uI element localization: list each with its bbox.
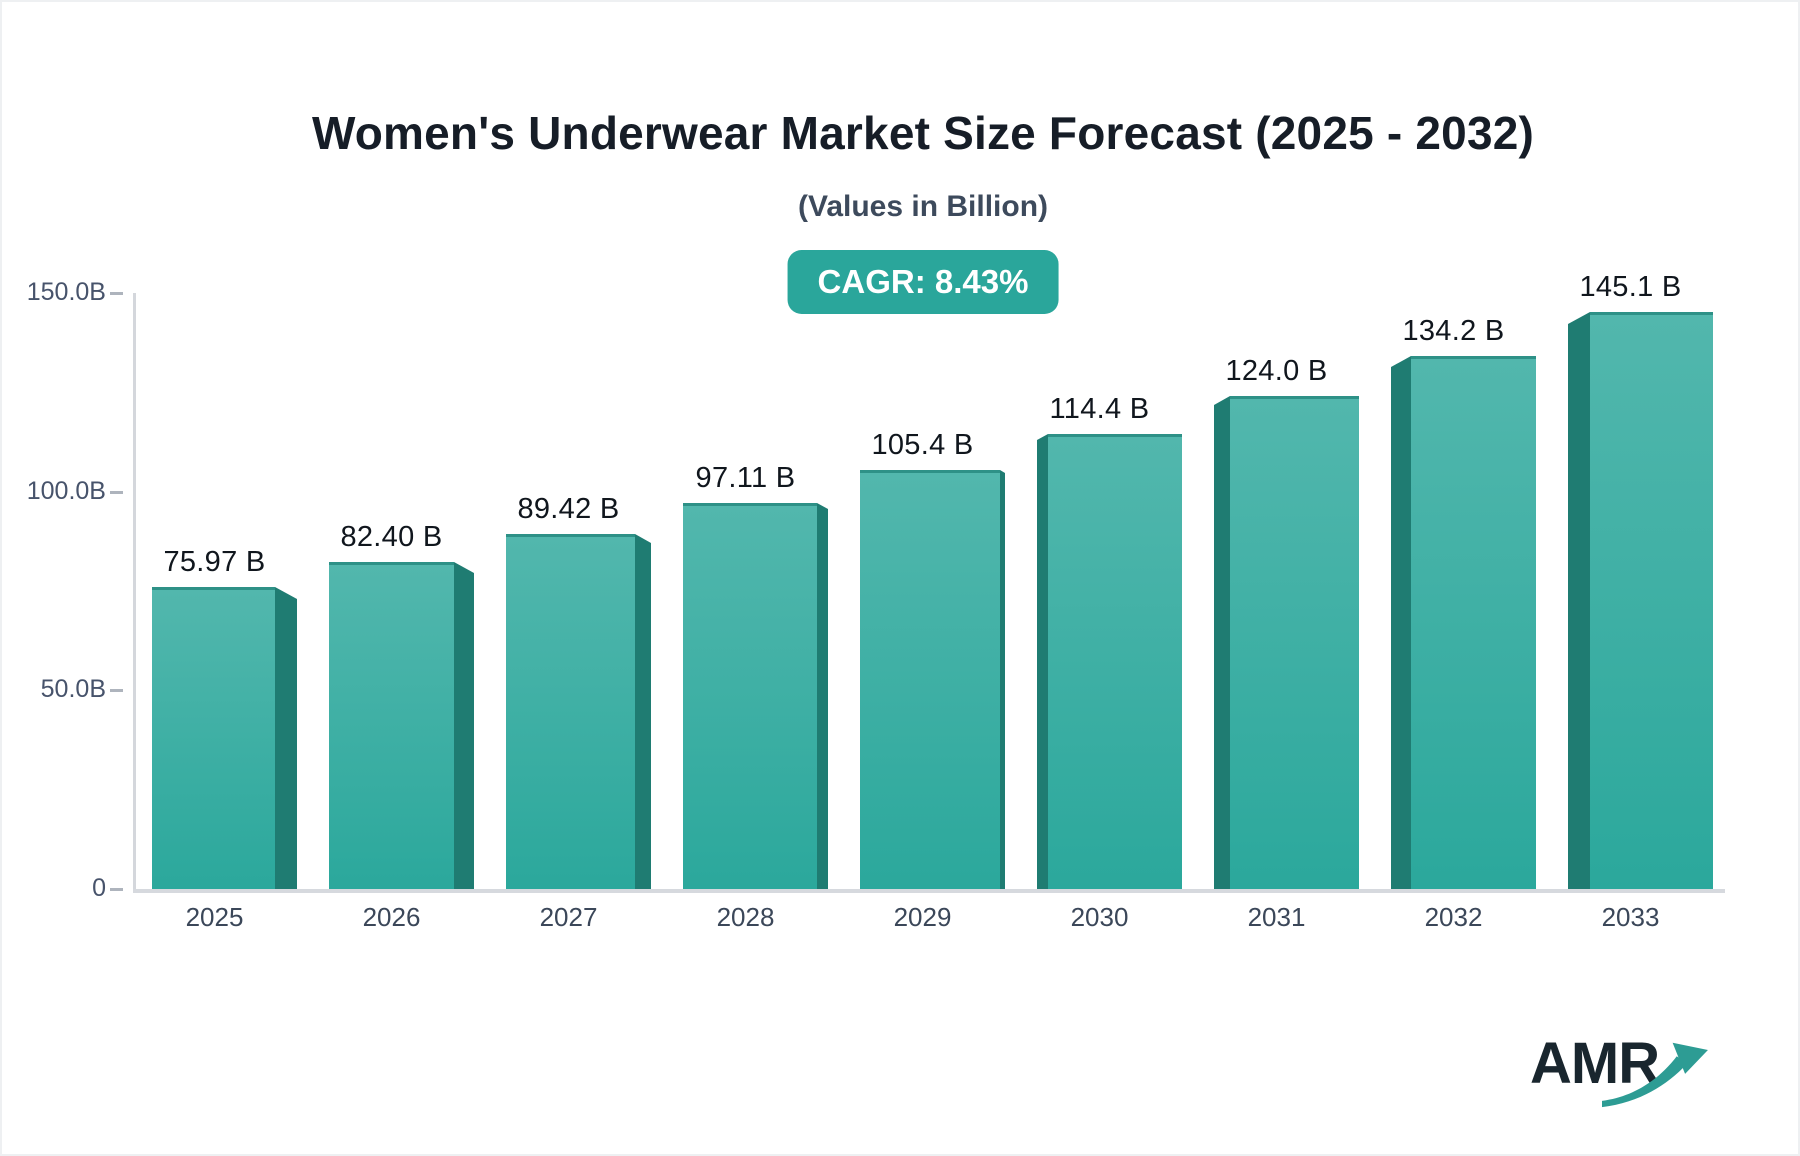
bar-face	[1048, 434, 1182, 889]
x-axis-line	[133, 889, 1725, 893]
bar-value-label: 89.42 B	[517, 493, 620, 525]
y-tick-mark	[110, 888, 123, 891]
chart-title: Women's Underwear Market Size Forecast (…	[311, 107, 1535, 159]
bar-face	[1230, 396, 1359, 889]
bar-2030	[1037, 434, 1182, 889]
y-tick-label: 0	[92, 874, 106, 902]
bar-value-label: 114.4 B	[1049, 393, 1150, 425]
bar-value-label: 145.1 B	[1579, 271, 1682, 303]
bar-face	[1411, 356, 1536, 889]
bar-face	[329, 562, 454, 889]
bar-value-label: 124.0 B	[1225, 355, 1328, 387]
bar-2027	[506, 534, 651, 889]
bar-side	[1214, 396, 1230, 889]
x-tick-label: 2032	[1424, 902, 1483, 932]
y-tick-label: 100.0B	[26, 476, 106, 505]
bar-2031	[1214, 396, 1359, 889]
y-tick-label: 50.0B	[40, 675, 106, 704]
bar-2028	[683, 503, 828, 889]
bar-2025	[152, 587, 297, 889]
bar-value-label: 75.97 B	[163, 546, 266, 578]
chart-subtitle: (Values in Billion)	[797, 190, 1049, 223]
bar-face	[506, 534, 635, 889]
bar-2029	[860, 470, 1005, 889]
cagr-badge: CAGR: 8.43%	[787, 250, 1059, 314]
bar-face	[152, 587, 275, 889]
x-tick-label: 2031	[1247, 902, 1306, 932]
bar-side	[817, 503, 828, 889]
bar-value-label: 134.2 B	[1402, 315, 1505, 347]
bar-side	[1037, 434, 1048, 889]
y-tick-label: 150.0B	[26, 278, 106, 306]
x-tick-label: 2026	[362, 902, 421, 932]
x-tick-label: 2027	[539, 902, 598, 932]
bar-face	[860, 470, 1000, 889]
y-tick-mark	[110, 292, 123, 295]
x-tick-label: 2030	[1070, 902, 1129, 932]
x-tick-label: 2025	[185, 902, 244, 932]
bar-face	[683, 503, 817, 889]
bar-side	[1568, 312, 1590, 889]
y-axis-line	[133, 293, 136, 891]
y-tick-mark	[110, 689, 123, 693]
bar-side	[1391, 356, 1411, 889]
plot-area: 75.97 B 82.40 B 89.42 B 97.11 B 105.4 B 114.4…	[133, 271, 1724, 889]
bar-side	[635, 534, 651, 889]
bar-2032	[1391, 356, 1536, 889]
y-tick-mark	[110, 490, 123, 494]
bar-value-label: 82.40 B	[340, 521, 443, 553]
amr-logo: AMR	[1530, 1030, 1740, 1120]
growth-arrow-icon	[1602, 1042, 1708, 1108]
bar-side	[275, 587, 297, 889]
amr-logo-text: AMR	[1530, 1031, 1660, 1096]
bar-side	[1000, 470, 1005, 889]
x-tick-label: 2033	[1601, 902, 1660, 932]
x-tick-label: 2028	[716, 902, 775, 932]
bar-2026	[329, 562, 474, 889]
x-tick-label: 2029	[893, 902, 952, 932]
bar-value-label: 97.11 B	[695, 462, 796, 494]
bar-side	[454, 562, 474, 889]
bar-face	[1590, 312, 1713, 889]
bar-2033	[1568, 312, 1713, 889]
bar-value-label: 105.4 B	[871, 429, 974, 461]
